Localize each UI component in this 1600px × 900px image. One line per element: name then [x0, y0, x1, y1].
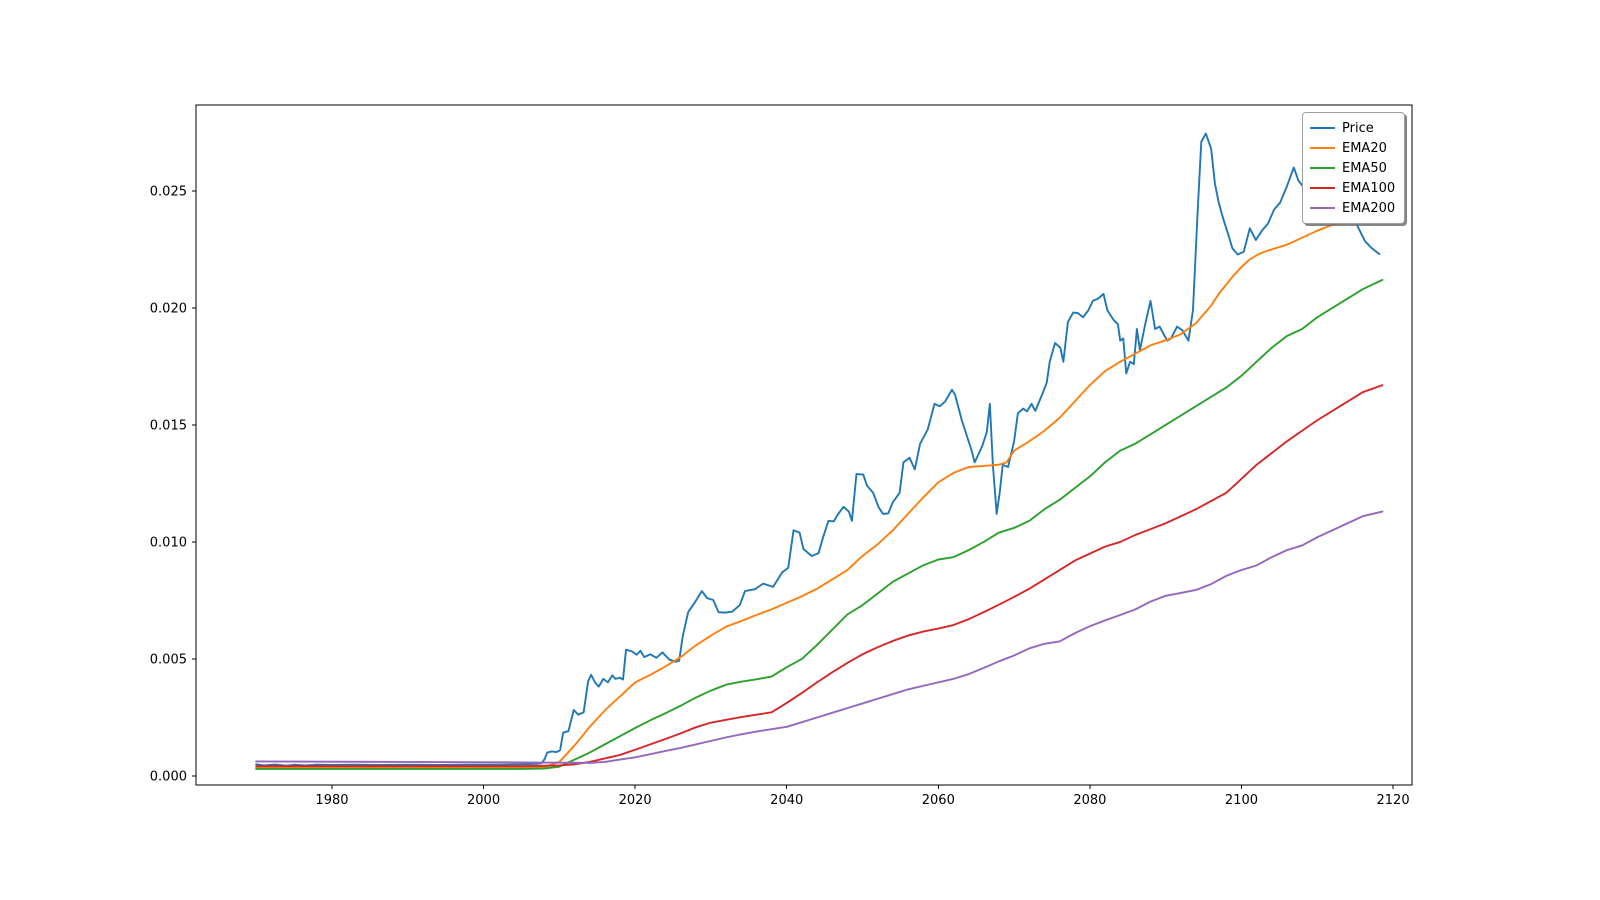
y-tick-label: 0.010	[150, 535, 187, 550]
series-ema20	[255, 215, 1384, 769]
price-line-swatch	[1310, 127, 1335, 129]
x-tick-label: 1980	[315, 793, 348, 808]
x-tick-label: 2040	[770, 793, 803, 808]
x-tick-label: 2060	[922, 793, 955, 808]
y-tick-label: 0.015	[150, 418, 187, 433]
legend-item-ema100: EMA100	[1310, 178, 1396, 198]
x-tick-label: 2080	[1073, 793, 1106, 808]
series-ema50	[255, 278, 1384, 770]
legend-label-ema50: EMA50	[1342, 160, 1387, 176]
legend-item-ema20: EMA20	[1310, 138, 1396, 158]
ema200-line-swatch	[1310, 207, 1335, 209]
legend: Price EMA20 EMA50 EMA100 EMA200	[1302, 112, 1405, 224]
ema100-line-swatch	[1310, 187, 1335, 189]
x-tick-label: 2000	[467, 793, 500, 808]
axes-spines	[195, 104, 1413, 786]
y-tick-label: 0.000	[150, 769, 187, 784]
y-tick-label: 0.025	[150, 184, 187, 199]
x-tick-label: 2020	[619, 793, 652, 808]
legend-item-price: Price	[1310, 118, 1396, 138]
x-tick-label: 2100	[1225, 793, 1258, 808]
legend-label-ema20: EMA20	[1342, 140, 1387, 156]
series-price	[255, 132, 1381, 767]
ema50-line-swatch	[1310, 167, 1335, 169]
series-ema200	[255, 510, 1384, 764]
series-ema100	[255, 384, 1384, 768]
ema20-line-swatch	[1310, 147, 1335, 149]
x-tick-label: 2120	[1377, 793, 1410, 808]
legend-item-ema200: EMA200	[1310, 198, 1396, 218]
y-tick-label: 0.005	[150, 652, 187, 667]
legend-label-ema200: EMA200	[1342, 200, 1396, 216]
legend-item-ema50: EMA50	[1310, 158, 1396, 178]
legend-label-ema100: EMA100	[1342, 180, 1396, 196]
y-tick-label: 0.020	[150, 301, 187, 316]
legend-label-price: Price	[1342, 120, 1374, 136]
